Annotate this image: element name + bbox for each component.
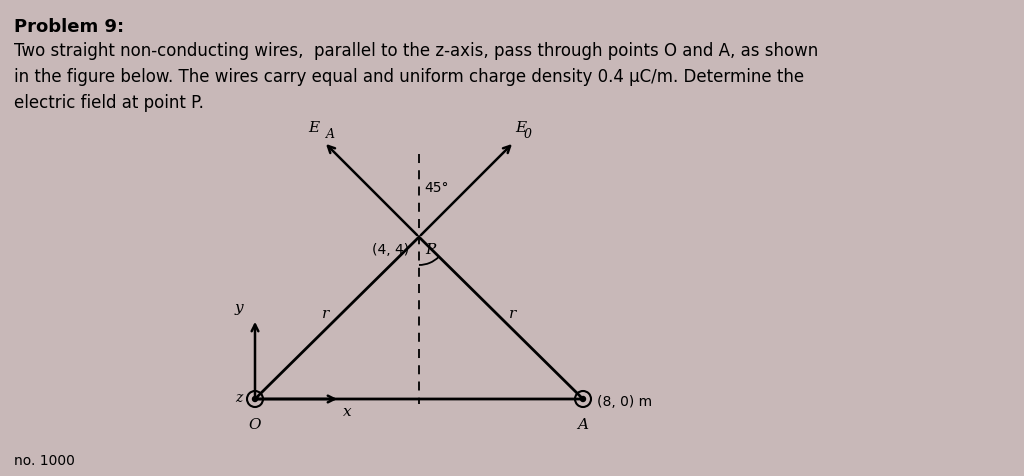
Text: P: P (425, 242, 435, 257)
Circle shape (581, 397, 586, 402)
Text: E: E (308, 121, 319, 135)
Text: z: z (234, 390, 242, 404)
Text: E: E (515, 121, 526, 135)
Text: 0: 0 (524, 128, 532, 141)
Text: O: O (249, 417, 261, 431)
Text: A: A (326, 128, 335, 141)
Text: r: r (509, 307, 516, 320)
Text: (4, 4): (4, 4) (372, 242, 409, 257)
Text: 45°: 45° (424, 180, 449, 195)
Text: A: A (578, 417, 589, 431)
Circle shape (253, 397, 257, 402)
Text: Two straight non-conducting wires,  parallel to the z-axis, pass through points : Two straight non-conducting wires, paral… (14, 42, 818, 60)
Text: y: y (234, 300, 243, 314)
Text: (8, 0) m: (8, 0) m (597, 394, 652, 408)
Text: in the figure below. The wires carry equal and uniform charge density 0.4 μC/m. : in the figure below. The wires carry equ… (14, 68, 804, 86)
Text: r: r (322, 307, 329, 320)
Text: x: x (343, 404, 351, 418)
Text: no. 1000: no. 1000 (14, 453, 75, 467)
Text: electric field at point P.: electric field at point P. (14, 94, 204, 112)
Text: Problem 9:: Problem 9: (14, 18, 124, 36)
